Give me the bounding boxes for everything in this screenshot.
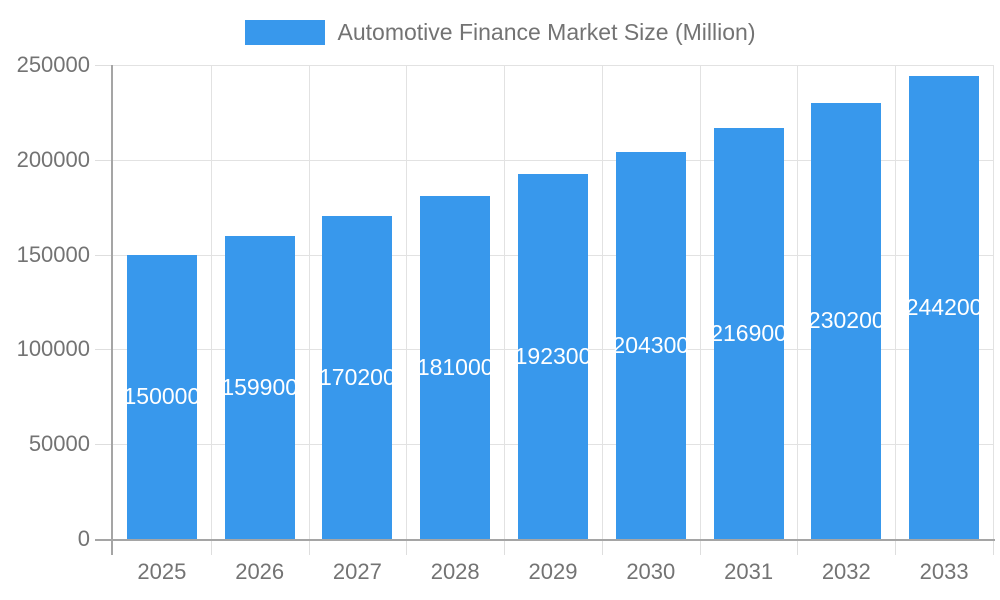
bar-value-label: 244200 — [905, 294, 983, 320]
x-axis-tick — [210, 541, 212, 555]
x-axis-tick — [504, 541, 506, 555]
gridline-vertical — [210, 65, 212, 539]
bar-2025: 150000 — [124, 254, 200, 539]
x-axis-label: 2031 — [724, 559, 774, 584]
x-axis-label: 2033 — [919, 559, 969, 584]
bar-2027: 170200 — [319, 216, 396, 539]
y-axis-label: 250000 — [16, 52, 90, 77]
bar-2026: 159900 — [221, 235, 298, 539]
bar-value-label: 230200 — [807, 307, 885, 334]
y-axis-label: 0 — [77, 526, 90, 551]
x-axis-tick — [601, 541, 603, 555]
x-axis-tick — [308, 541, 310, 555]
bar-2033: 244200 — [906, 76, 982, 539]
y-axis-tick — [95, 254, 113, 256]
x-axis-tick — [797, 541, 799, 555]
gridline-vertical — [895, 65, 897, 539]
bar-value-label: 204300 — [612, 331, 690, 358]
x-axis-label: 2032 — [821, 559, 871, 584]
gridline-horizontal — [113, 159, 994, 161]
gridline-vertical — [601, 65, 603, 539]
legend-swatch-icon — [244, 20, 325, 45]
x-axis-label: 2029 — [528, 559, 578, 584]
y-axis-label: 200000 — [16, 146, 90, 172]
gridline-vertical — [406, 65, 408, 539]
y-axis-tick — [95, 349, 113, 351]
bar-value-label: 216900 — [710, 319, 787, 346]
chart-legend[interactable]: Automotive Finance Market Size (Million) — [0, 19, 1000, 46]
gridline-vertical — [308, 65, 310, 539]
y-axis-tick — [95, 159, 113, 161]
x-axis-label: 2030 — [626, 559, 676, 584]
bar-2029: 192300 — [515, 174, 591, 539]
x-axis-line — [95, 539, 995, 541]
bar-2032: 230200 — [808, 102, 885, 539]
y-axis-tick — [95, 65, 113, 66]
bar-value-label: 159900 — [221, 373, 299, 400]
bar-value-label: 192300 — [514, 343, 592, 370]
x-axis-tick — [699, 541, 701, 555]
x-axis-label: 2026 — [235, 559, 285, 584]
y-axis-label: 50000 — [28, 431, 90, 457]
y-axis-label: 100000 — [16, 336, 90, 362]
gridline-vertical — [699, 65, 701, 539]
x-axis-label: 2027 — [332, 559, 382, 584]
legend-label: Automotive Finance Market Size (Million) — [337, 19, 756, 45]
y-axis-tick — [95, 444, 113, 446]
bar-2030: 204300 — [612, 151, 689, 539]
y-axis-line — [111, 65, 113, 555]
x-axis-tick — [406, 541, 408, 555]
bar-2031: 216900 — [710, 127, 787, 539]
x-axis-tick — [993, 541, 994, 555]
x-axis-tick — [895, 541, 897, 555]
gridline-vertical — [993, 65, 994, 539]
bar-value-label: 150000 — [123, 383, 201, 410]
y-axis-label: 150000 — [16, 241, 90, 267]
x-axis-label: 2028 — [430, 559, 480, 584]
bar-2028: 181000 — [417, 195, 494, 539]
gridline-horizontal — [113, 65, 994, 66]
bar-value-label: 170200 — [319, 364, 396, 391]
gridline-vertical — [504, 65, 506, 539]
gridline-vertical — [797, 65, 799, 539]
x-axis-label: 2025 — [137, 559, 187, 584]
bar-value-label: 181000 — [416, 353, 494, 380]
